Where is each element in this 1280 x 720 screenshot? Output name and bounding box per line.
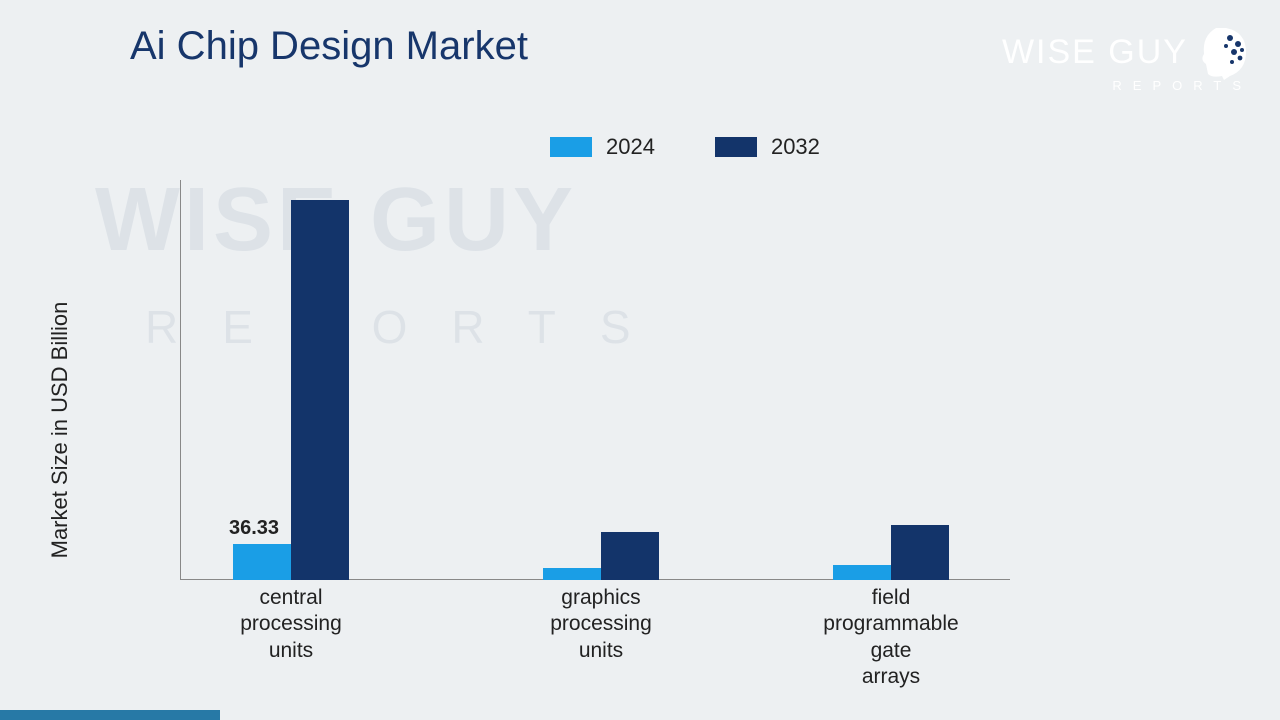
category-label: centralprocessingunits <box>191 585 391 664</box>
bar-group: 36.33 <box>191 200 391 580</box>
bar <box>601 532 659 580</box>
chart-area: Market Size in USD Billion 2024 2032 36.… <box>60 130 1040 700</box>
legend-swatch-2024 <box>550 137 592 157</box>
bar <box>291 200 349 580</box>
chart-title: Ai Chip Design Market <box>130 24 528 69</box>
legend-label-2032: 2032 <box>771 134 820 160</box>
brand-head-icon <box>1196 24 1252 80</box>
legend-item-2032: 2032 <box>715 134 820 160</box>
brand-main-text: WISE GUY <box>1002 33 1188 72</box>
plot-region: 36.33 centralprocessingunitsgraphicsproc… <box>180 180 1010 580</box>
legend-label-2024: 2024 <box>606 134 655 160</box>
bar <box>833 565 891 580</box>
bar-group <box>791 525 991 580</box>
category-label: fieldprogrammablegatearrays <box>791 585 991 690</box>
brand-sub-text: REPORTS <box>1002 78 1252 93</box>
y-axis-label: Market Size in USD Billion <box>47 302 73 559</box>
bar-group <box>501 532 701 580</box>
legend: 2024 2032 <box>550 134 820 160</box>
legend-swatch-2032 <box>715 137 757 157</box>
bar <box>543 568 601 580</box>
category-label: graphicsprocessingunits <box>501 585 701 664</box>
bottom-accent-bar <box>0 710 220 720</box>
brand-logo: WISE GUY REPORTS <box>1002 24 1252 93</box>
bar <box>233 544 291 580</box>
bar-value-label: 36.33 <box>229 517 279 540</box>
legend-item-2024: 2024 <box>550 134 655 160</box>
bar <box>891 525 949 580</box>
